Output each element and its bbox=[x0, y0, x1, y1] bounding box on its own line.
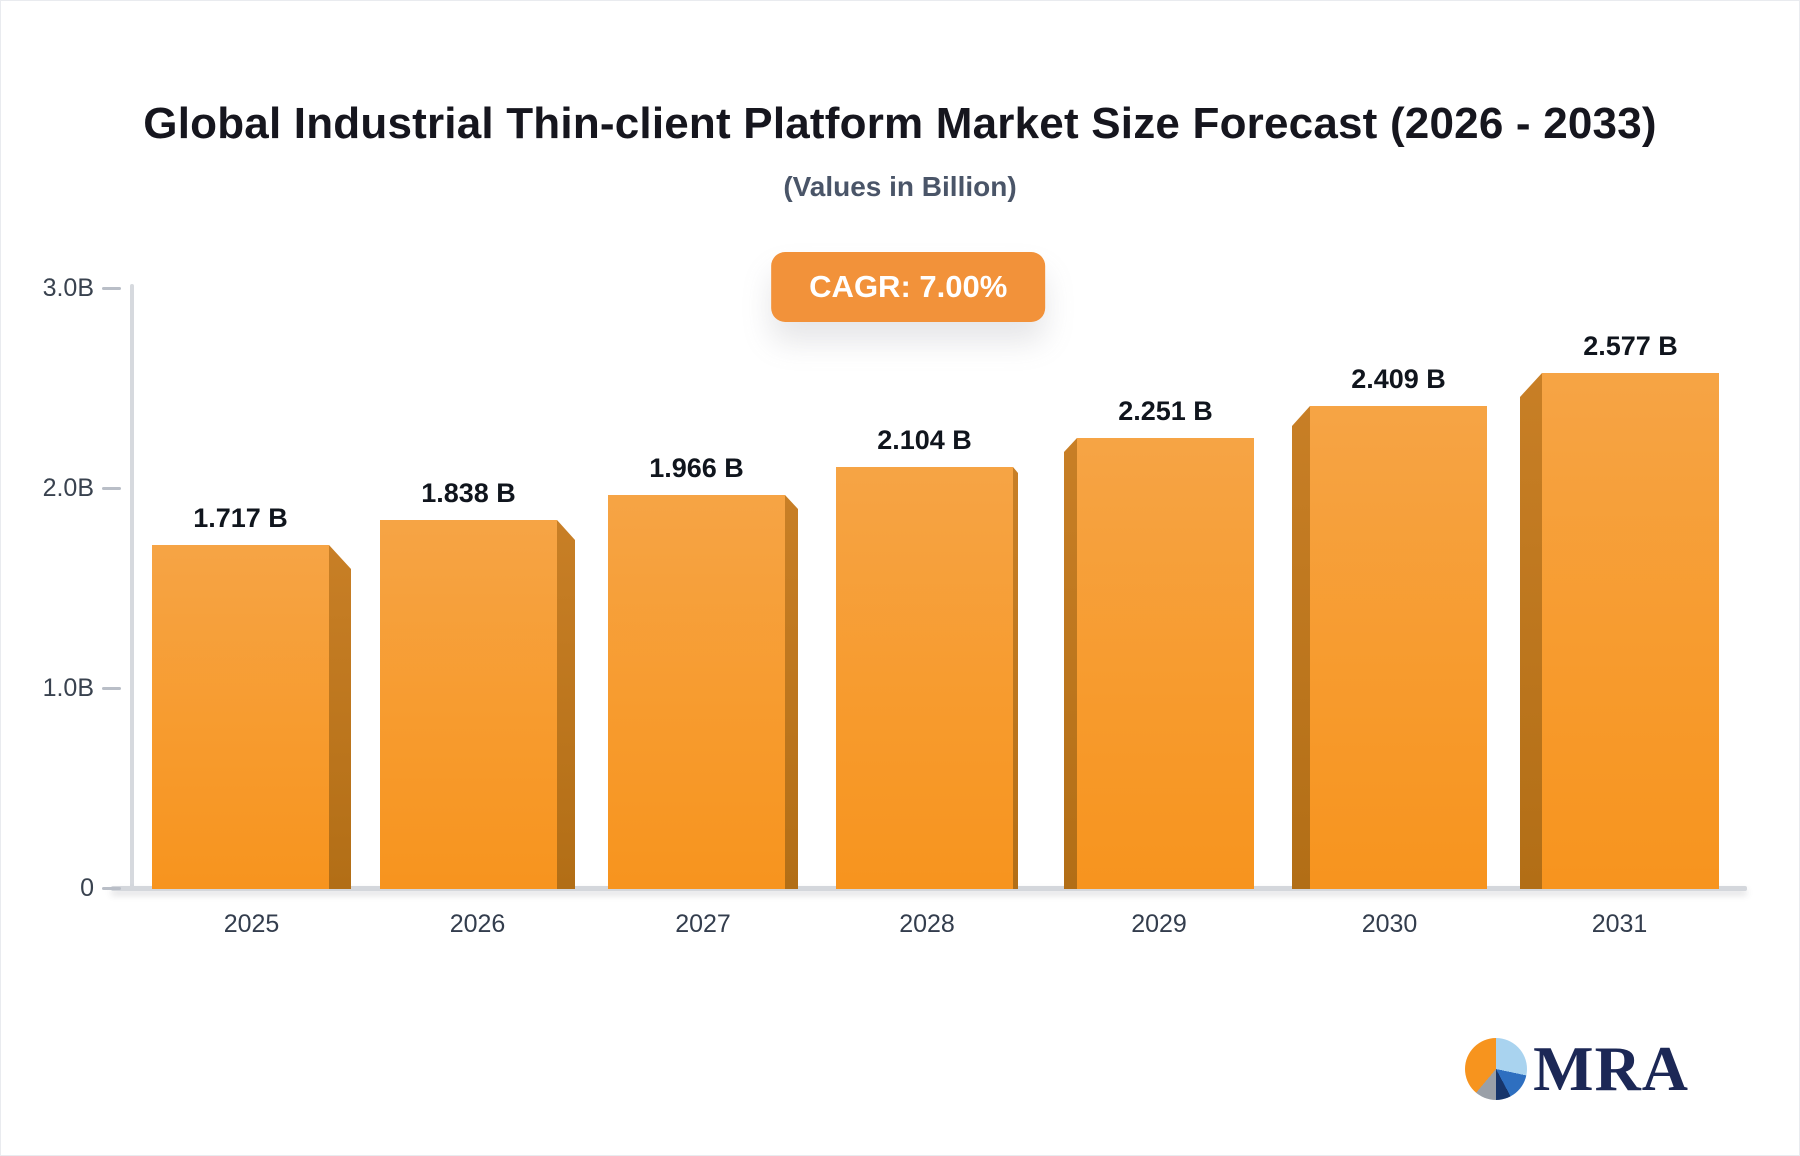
bar-2026 bbox=[380, 520, 575, 889]
bar-side-face bbox=[785, 495, 798, 889]
x-tick-label: 2029 bbox=[1131, 910, 1187, 938]
y-tick-label: 0 bbox=[80, 874, 94, 902]
y-tick-mark bbox=[102, 687, 121, 690]
x-tick-label: 2031 bbox=[1591, 910, 1648, 938]
y-tick-label: 2.0B bbox=[42, 474, 94, 502]
bar-front-face bbox=[836, 467, 1013, 889]
bar-side-face bbox=[557, 520, 575, 889]
bar-front-face bbox=[1542, 373, 1719, 889]
bar-side-face bbox=[1013, 467, 1018, 889]
y-tick-label: 3.0B bbox=[42, 274, 94, 302]
bar-2030 bbox=[1292, 406, 1487, 889]
cagr-badge: CAGR: 7.00% bbox=[771, 252, 1046, 322]
bar-2025 bbox=[152, 545, 351, 889]
chart-title: Global Industrial Thin-client Platform M… bbox=[143, 99, 1657, 148]
bar-value-label: 1.717 B bbox=[193, 503, 288, 533]
y-tick-mark bbox=[102, 287, 121, 290]
x-tick-label: 2028 bbox=[899, 910, 955, 938]
bar-value-label: 2.104 B bbox=[877, 425, 972, 455]
bar-value-label: 1.966 B bbox=[649, 453, 744, 483]
bar-2027 bbox=[608, 495, 798, 889]
bar-value-label: 1.838 B bbox=[421, 478, 516, 508]
y-tick-mark bbox=[102, 487, 121, 490]
chart-subtitle: (Values in Billion) bbox=[783, 171, 1017, 202]
brand-logo: MRA bbox=[1465, 1037, 1689, 1101]
pie-chart-icon bbox=[1465, 1038, 1528, 1100]
bar-front-face bbox=[1077, 438, 1254, 889]
bar-front-face bbox=[608, 495, 785, 889]
bar-front-face bbox=[380, 520, 557, 889]
bar-side-face bbox=[1520, 373, 1542, 889]
x-tick-label: 2026 bbox=[449, 910, 506, 938]
bar-value-label: 2.577 B bbox=[1583, 331, 1678, 361]
bar-2031 bbox=[1520, 373, 1719, 889]
y-tick-label: 1.0B bbox=[42, 674, 94, 702]
bar-side-face bbox=[1292, 406, 1310, 889]
bar-side-face bbox=[329, 545, 351, 889]
x-tick-label: 2025 bbox=[223, 910, 280, 938]
y-axis-line bbox=[130, 284, 134, 890]
x-tick-label: 2030 bbox=[1361, 910, 1418, 938]
bar-front-face bbox=[1310, 406, 1487, 889]
y-tick-mark bbox=[102, 887, 121, 890]
brand-text: MRA bbox=[1533, 1033, 1689, 1104]
bar-side-face bbox=[1064, 438, 1077, 889]
bar-2029 bbox=[1064, 438, 1254, 889]
x-tick-label: 2027 bbox=[675, 910, 731, 938]
bar-value-label: 2.251 B bbox=[1118, 396, 1213, 426]
bar-value-label: 2.409 B bbox=[1351, 364, 1446, 394]
bar-front-face bbox=[152, 545, 329, 889]
bar-2028 bbox=[836, 467, 1018, 889]
